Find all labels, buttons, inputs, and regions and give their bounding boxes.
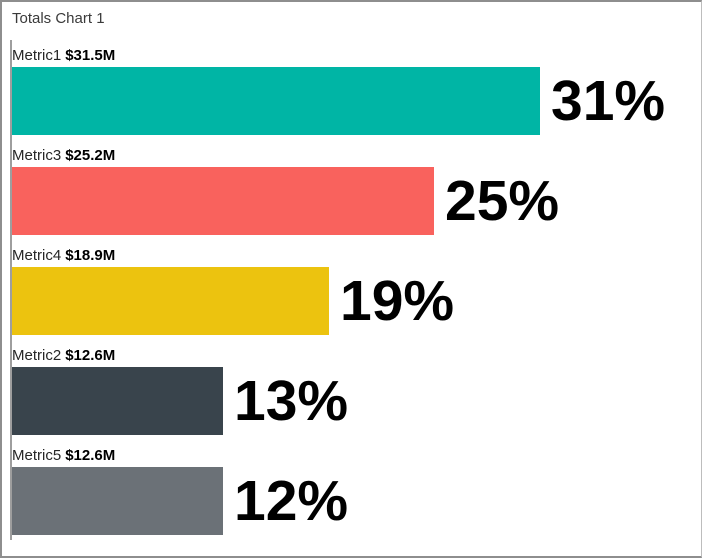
category-name: Metric3 xyxy=(12,147,62,164)
percent-label: 13% xyxy=(234,368,349,433)
category-label: Metric2 $12.6M xyxy=(12,347,688,367)
bar-line: 12% xyxy=(12,467,688,535)
bar-row: Metric1 $31.5M 31% xyxy=(12,40,688,140)
value-label: $12.6M xyxy=(65,347,116,364)
bar-metric5[interactable] xyxy=(12,467,223,535)
bar-row: Metric4 $18.9M 19% xyxy=(12,240,688,340)
bar-row: Metric3 $25.2M 25% xyxy=(12,140,688,240)
percent-label: 25% xyxy=(445,168,560,233)
bar-line: 13% xyxy=(12,367,688,435)
value-label: $31.5M xyxy=(65,47,116,64)
value-label: $12.6M xyxy=(65,447,116,464)
category-name: Metric5 xyxy=(12,447,62,464)
category-label: Metric3 $25.2M xyxy=(12,147,688,167)
bar-metric4[interactable] xyxy=(12,267,329,335)
bar-metric1[interactable] xyxy=(12,67,540,135)
category-name: Metric2 xyxy=(12,347,62,364)
percent-label: 19% xyxy=(340,268,455,333)
category-label: Metric4 $18.9M xyxy=(12,247,688,267)
bar-line: 25% xyxy=(12,167,688,235)
category-name: Metric4 xyxy=(12,247,62,264)
bar-row: Metric2 $12.6M 13% xyxy=(12,340,688,440)
bar-row: Metric5 $12.6M 12% xyxy=(12,440,688,540)
category-label: Metric5 $12.6M xyxy=(12,447,688,467)
percent-label: 12% xyxy=(234,468,349,533)
category-label: Metric1 $31.5M xyxy=(12,47,688,67)
plot-area: Metric1 $31.5M 31% Metric3 $25.2M 25% Metr… xyxy=(10,40,688,540)
percent-label: 31% xyxy=(551,68,666,133)
bar-line: 31% xyxy=(12,67,688,135)
category-name: Metric1 xyxy=(12,47,62,64)
value-label: $25.2M xyxy=(65,147,116,164)
bar-metric2[interactable] xyxy=(12,367,223,435)
bar-line: 19% xyxy=(12,267,688,335)
chart-title: Totals Chart 1 xyxy=(12,10,105,27)
value-label: $18.9M xyxy=(65,247,116,264)
bar-metric3[interactable] xyxy=(12,167,434,235)
